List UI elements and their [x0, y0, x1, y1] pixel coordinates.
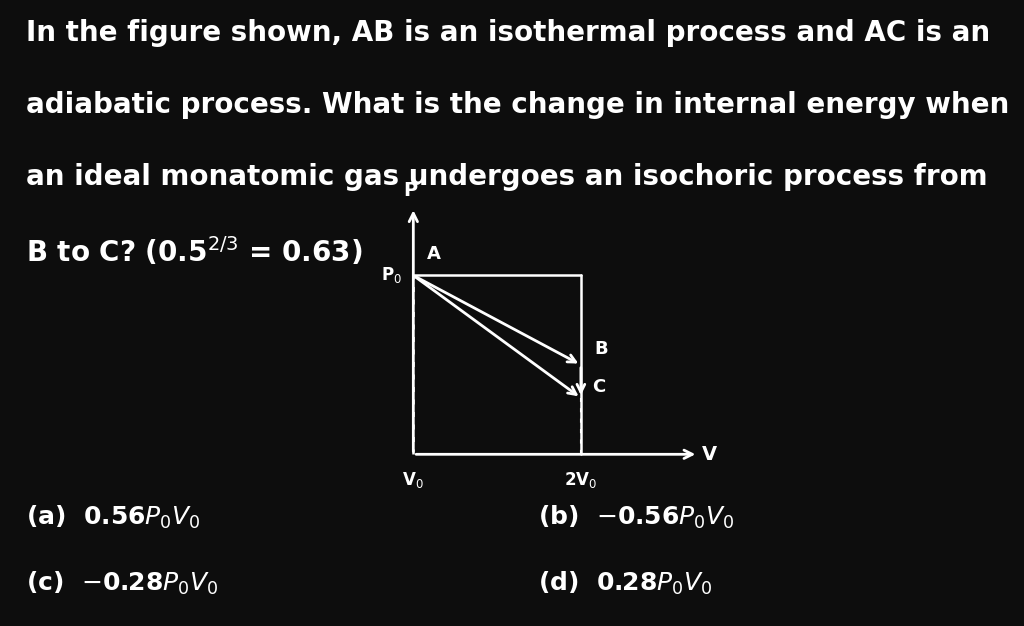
Text: (a)  0.56$P_0V_0$: (a) 0.56$P_0V_0$ — [26, 504, 201, 531]
Text: an ideal monatomic gas undergoes an isochoric process from: an ideal monatomic gas undergoes an isoc… — [26, 163, 987, 191]
Text: (d)  0.28$P_0V_0$: (d) 0.28$P_0V_0$ — [538, 570, 713, 597]
Text: V$_0$: V$_0$ — [402, 470, 424, 490]
Text: P: P — [402, 182, 417, 200]
Text: B to C? (0.5$^{2/3}$ = 0.63): B to C? (0.5$^{2/3}$ = 0.63) — [26, 235, 362, 268]
Text: B: B — [594, 340, 608, 357]
Text: V: V — [701, 445, 717, 464]
Text: A: A — [427, 245, 440, 263]
Text: C: C — [593, 378, 606, 396]
Text: adiabatic process. What is the change in internal energy when: adiabatic process. What is the change in… — [26, 91, 1009, 119]
Text: 2V$_0$: 2V$_0$ — [564, 470, 597, 490]
Text: In the figure shown, AB is an isothermal process and AC is an: In the figure shown, AB is an isothermal… — [26, 19, 990, 47]
Text: (b)  $-$0.56$P_0V_0$: (b) $-$0.56$P_0V_0$ — [538, 504, 734, 531]
Text: (c)  $-$0.28$P_0V_0$: (c) $-$0.28$P_0V_0$ — [26, 570, 218, 597]
Text: P$_0$: P$_0$ — [381, 265, 401, 285]
